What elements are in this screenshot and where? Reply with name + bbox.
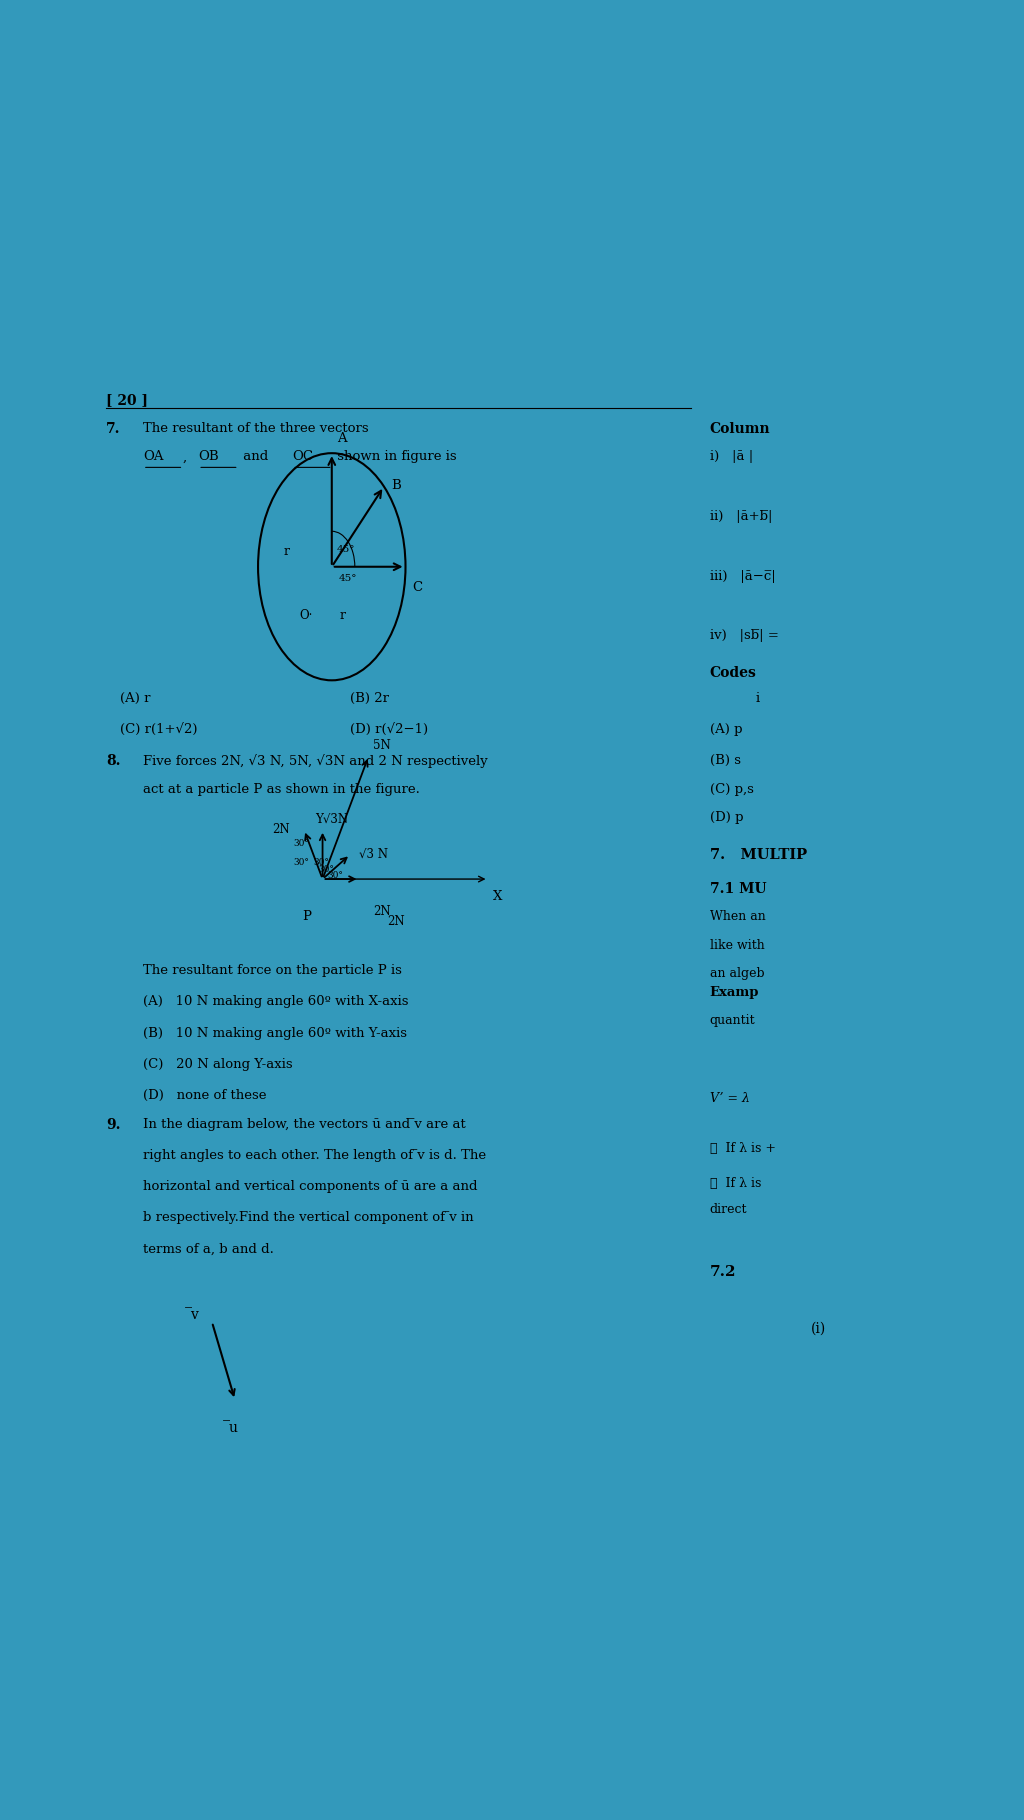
Text: A: A (337, 431, 347, 444)
Text: O·: O· (299, 610, 313, 622)
Text: (A) r: (A) r (120, 692, 151, 704)
Text: In the diagram below, the vectors ū and ̅v are at: In the diagram below, the vectors ū and … (143, 1117, 466, 1130)
Text: ̅v: ̅v (191, 1309, 200, 1321)
Text: ★  If λ is: ★ If λ is (710, 1178, 761, 1190)
Text: (i): (i) (811, 1321, 826, 1336)
Text: 2N: 2N (387, 914, 404, 928)
Text: ,: , (183, 450, 191, 464)
Text: (A) p: (A) p (710, 723, 742, 735)
Text: r: r (284, 546, 290, 559)
Text: horizontal and vertical components of ū are a and: horizontal and vertical components of ū … (143, 1179, 477, 1194)
Text: Codes: Codes (710, 666, 757, 681)
Text: act at a particle P as shown in the figure.: act at a particle P as shown in the figu… (143, 783, 420, 795)
Text: √3 N: √3 N (359, 848, 388, 861)
Text: OB: OB (199, 450, 219, 464)
Text: 45°: 45° (336, 546, 355, 555)
Text: B: B (391, 479, 401, 493)
Text: 2N: 2N (272, 823, 290, 835)
Text: iv)   |sb̅| =: iv) |sb̅| = (710, 630, 778, 642)
Text: 30°: 30° (293, 857, 309, 866)
Text: and: and (239, 450, 272, 464)
Text: 30°: 30° (328, 870, 343, 879)
Text: V’ = λ: V’ = λ (710, 1092, 750, 1105)
Text: 5N: 5N (374, 739, 391, 752)
Text: Examp: Examp (710, 985, 759, 999)
Text: 2N: 2N (374, 905, 391, 917)
Text: ̅̅u: ̅̅u (230, 1421, 240, 1436)
Text: shown in figure is: shown in figure is (333, 450, 457, 464)
Text: The resultant force on the particle P is: The resultant force on the particle P is (143, 965, 401, 977)
Text: (A)   10 N making angle 60º with X-axis: (A) 10 N making angle 60º with X-axis (143, 996, 409, 1008)
Text: (D) r(√2−1): (D) r(√2−1) (350, 723, 428, 735)
Text: 7.   MULTIP: 7. MULTIP (710, 848, 807, 863)
Text: 7.: 7. (106, 422, 121, 437)
Text: X: X (494, 890, 503, 903)
Text: [ 20 ]: [ 20 ] (106, 393, 148, 408)
Text: Column: Column (710, 422, 770, 437)
Text: 8.: 8. (106, 753, 121, 768)
Text: (D)   none of these: (D) none of these (143, 1088, 266, 1103)
Text: i)   |ā |: i) |ā | (710, 450, 753, 464)
Text: The resultant of the three vectors: The resultant of the three vectors (143, 422, 369, 435)
Text: like with: like with (710, 939, 764, 952)
Text: (B) s: (B) s (710, 753, 740, 768)
Text: (B) 2r: (B) 2r (350, 692, 389, 704)
Text: 7.2: 7.2 (710, 1265, 736, 1279)
Text: 30°: 30° (318, 864, 335, 874)
Text: 9.: 9. (106, 1117, 121, 1132)
Text: Five forces 2N, √3 N, 5N, √3N and 2 N respectively: Five forces 2N, √3 N, 5N, √3N and 2 N re… (143, 753, 487, 768)
Text: iii)   |ā−c̅|: iii) |ā−c̅| (710, 570, 775, 582)
Text: OA: OA (143, 450, 164, 464)
Text: (B)   10 N making angle 60º with Y-axis: (B) 10 N making angle 60º with Y-axis (143, 1026, 407, 1039)
Text: (D) p: (D) p (710, 812, 743, 824)
Text: (C) p,s: (C) p,s (710, 783, 754, 795)
Text: Y√3N: Y√3N (315, 814, 348, 826)
Text: right angles to each other. The length of ̅v is d. The: right angles to each other. The length o… (143, 1148, 486, 1161)
Text: OC: OC (292, 450, 313, 464)
Text: ii)   |ā+b̅|: ii) |ā+b̅| (710, 510, 772, 522)
Text: P: P (302, 910, 311, 923)
Text: When an: When an (710, 910, 765, 923)
Text: b respectively.Find the vertical component of ̅v in: b respectively.Find the vertical compone… (143, 1212, 473, 1225)
Text: ★  If λ is +: ★ If λ is + (710, 1141, 775, 1154)
Text: (C) r(1+√2): (C) r(1+√2) (120, 723, 198, 735)
Text: an algeb: an algeb (710, 966, 764, 981)
Text: quantit: quantit (710, 1014, 756, 1026)
Text: 30°: 30° (293, 839, 309, 848)
Text: 30°: 30° (313, 857, 330, 866)
Text: 7.1 MU: 7.1 MU (710, 883, 766, 895)
Text: r: r (339, 610, 345, 622)
Text: C: C (412, 581, 422, 593)
Text: i: i (756, 692, 760, 704)
Text: terms of a, b and d.: terms of a, b and d. (143, 1243, 273, 1256)
Text: (C)   20 N along Y-axis: (C) 20 N along Y-axis (143, 1057, 293, 1070)
Text: 45°: 45° (339, 573, 357, 582)
Text: direct: direct (710, 1203, 748, 1216)
